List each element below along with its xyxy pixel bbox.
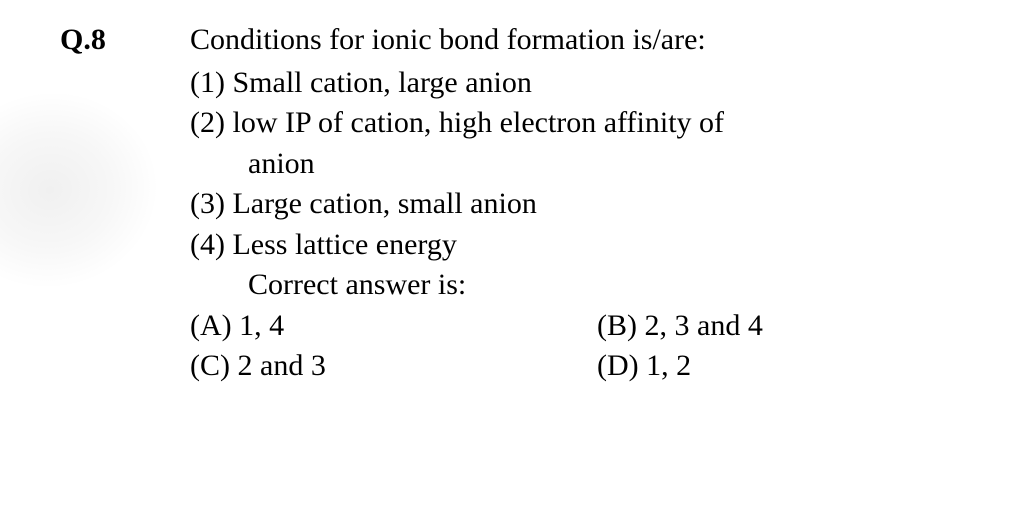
choice-b-text: 2, 3 and 4 [645,309,763,342]
choice-c-label: (C) [190,349,238,382]
statement-4: (4) Less lattice energy [190,225,964,266]
statement-3-text: Large cation, small anion [232,187,536,220]
choice-d-text: 1, 2 [646,349,691,382]
choice-b-label: (B) [597,309,645,342]
choice-d-label: (D) [597,349,646,382]
question-row: Q.8 Conditions for ionic bond formation … [60,20,964,387]
statement-1: (1) Small cation, large anion [190,63,964,104]
statement-4-label: (4) [190,228,232,261]
choice-d: (D) 1, 2 [597,346,964,387]
choice-b: (B) 2, 3 and 4 [597,306,964,347]
choice-a-text: 1, 4 [239,309,284,342]
correct-answer-prompt: Correct answer is: [248,265,964,306]
statement-2-text: low IP of cation, high electron affinity… [232,106,724,139]
statement-1-text: Small cation, large anion [232,66,531,99]
statement-3: (3) Large cation, small anion [190,184,964,225]
choice-c: (C) 2 and 3 [190,346,557,387]
question-content: Conditions for ionic bond formation is/a… [190,20,964,387]
question-stem: Conditions for ionic bond formation is/a… [190,20,964,61]
statement-2: (2) low IP of cation, high electron affi… [190,103,964,144]
choice-a-label: (A) [190,309,239,342]
statement-1-label: (1) [190,66,232,99]
page-container: Q.8 Conditions for ionic bond formation … [0,0,1024,512]
statement-3-label: (3) [190,187,232,220]
choice-c-text: 2 and 3 [238,349,326,382]
statement-4-text: Less lattice energy [232,228,456,261]
statement-2-label: (2) [190,106,232,139]
statement-2-cont: anion [190,144,964,185]
answer-choices: (A) 1, 4 (B) 2, 3 and 4 (C) 2 and 3 (D) … [190,306,964,387]
question-number: Q.8 [60,20,190,59]
choice-a: (A) 1, 4 [190,306,557,347]
